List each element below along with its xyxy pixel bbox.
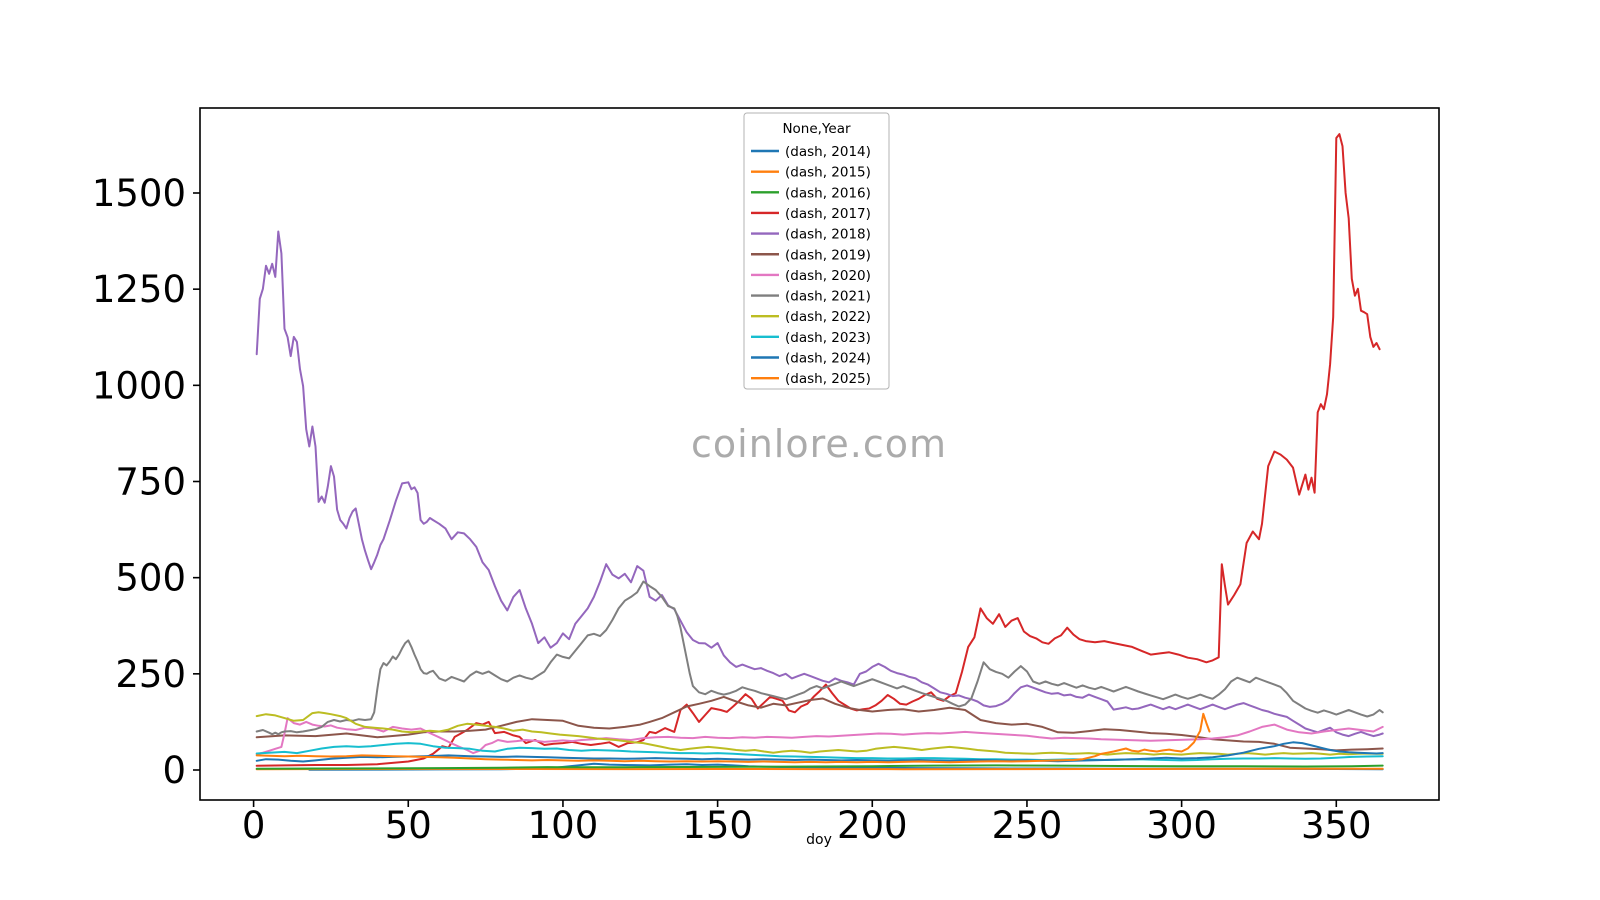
- x-axis-label: doy: [806, 832, 832, 848]
- y-tick-label: 250: [115, 653, 186, 696]
- series-line-2017: [255, 133, 1381, 767]
- y-tick-label: 1500: [92, 172, 186, 215]
- x-tick-label: 100: [528, 804, 599, 847]
- legend-label: (dash, 2020): [785, 268, 871, 284]
- series-line-2018: [255, 230, 1384, 738]
- series-line-2024: [255, 741, 1384, 763]
- legend-label: (dash, 2022): [785, 309, 871, 325]
- legend-item-2022: (dash, 2022): [751, 309, 871, 325]
- series-line-2025: [255, 712, 1211, 764]
- series-line-2016: [255, 764, 1384, 770]
- legend-item-2023: (dash, 2023): [751, 330, 871, 346]
- legend-label: (dash, 2024): [785, 351, 871, 367]
- legend-item-2014: (dash, 2014): [751, 144, 871, 160]
- series-line-2021: [255, 580, 1384, 736]
- legend-item-2017: (dash, 2017): [751, 206, 871, 222]
- y-tick-label: 500: [115, 557, 186, 600]
- x-tick-label: 0: [242, 804, 266, 847]
- y-tick-label: 0: [162, 749, 186, 792]
- legend-item-2018: (dash, 2018): [751, 227, 871, 243]
- legend-item-2024: (dash, 2024): [751, 351, 871, 367]
- legend: None,Year (dash, 2014) (dash, 2015) (dash, …: [743, 112, 890, 390]
- legend-label: (dash, 2021): [785, 289, 871, 305]
- axes-frame: [199, 107, 1440, 801]
- x-tick-label: 350: [1301, 804, 1372, 847]
- y-tick-label: 1250: [92, 268, 186, 311]
- legend-box: [743, 112, 890, 390]
- x-tick-label: 50: [385, 804, 432, 847]
- x-tick-label: 250: [992, 804, 1063, 847]
- legend-label: (dash, 2023): [785, 330, 871, 346]
- legend-label: (dash, 2019): [785, 247, 871, 263]
- legend-title: None,Year: [782, 121, 851, 137]
- legend-item-2020: (dash, 2020): [751, 268, 871, 284]
- legend-item-2019: (dash, 2019): [751, 247, 871, 263]
- legend-label: (dash, 2014): [785, 144, 871, 160]
- legend-item-2016: (dash, 2016): [751, 185, 871, 201]
- series-line-2022: [255, 711, 1384, 756]
- legend-item-2021: (dash, 2021): [751, 289, 871, 305]
- legend-label: (dash, 2018): [785, 227, 871, 243]
- plot-lines: [255, 133, 1384, 771]
- legend-item-2025: (dash, 2025): [751, 371, 871, 387]
- watermark: coinlore.com: [691, 422, 947, 466]
- x-tick-label: 200: [837, 804, 908, 847]
- legend-label: (dash, 2017): [785, 206, 871, 222]
- legend-label: (dash, 2015): [785, 165, 871, 181]
- x-tick-label: 150: [682, 804, 753, 847]
- legend-item-2015: (dash, 2015): [751, 165, 871, 181]
- y-tick-label: 750: [115, 460, 186, 503]
- legend-label: (dash, 2025): [785, 371, 871, 387]
- y-tick-label: 1000: [92, 364, 186, 407]
- legend-label: (dash, 2016): [785, 185, 871, 201]
- x-tick-label: 300: [1146, 804, 1217, 847]
- series-line-2023: [255, 742, 1384, 762]
